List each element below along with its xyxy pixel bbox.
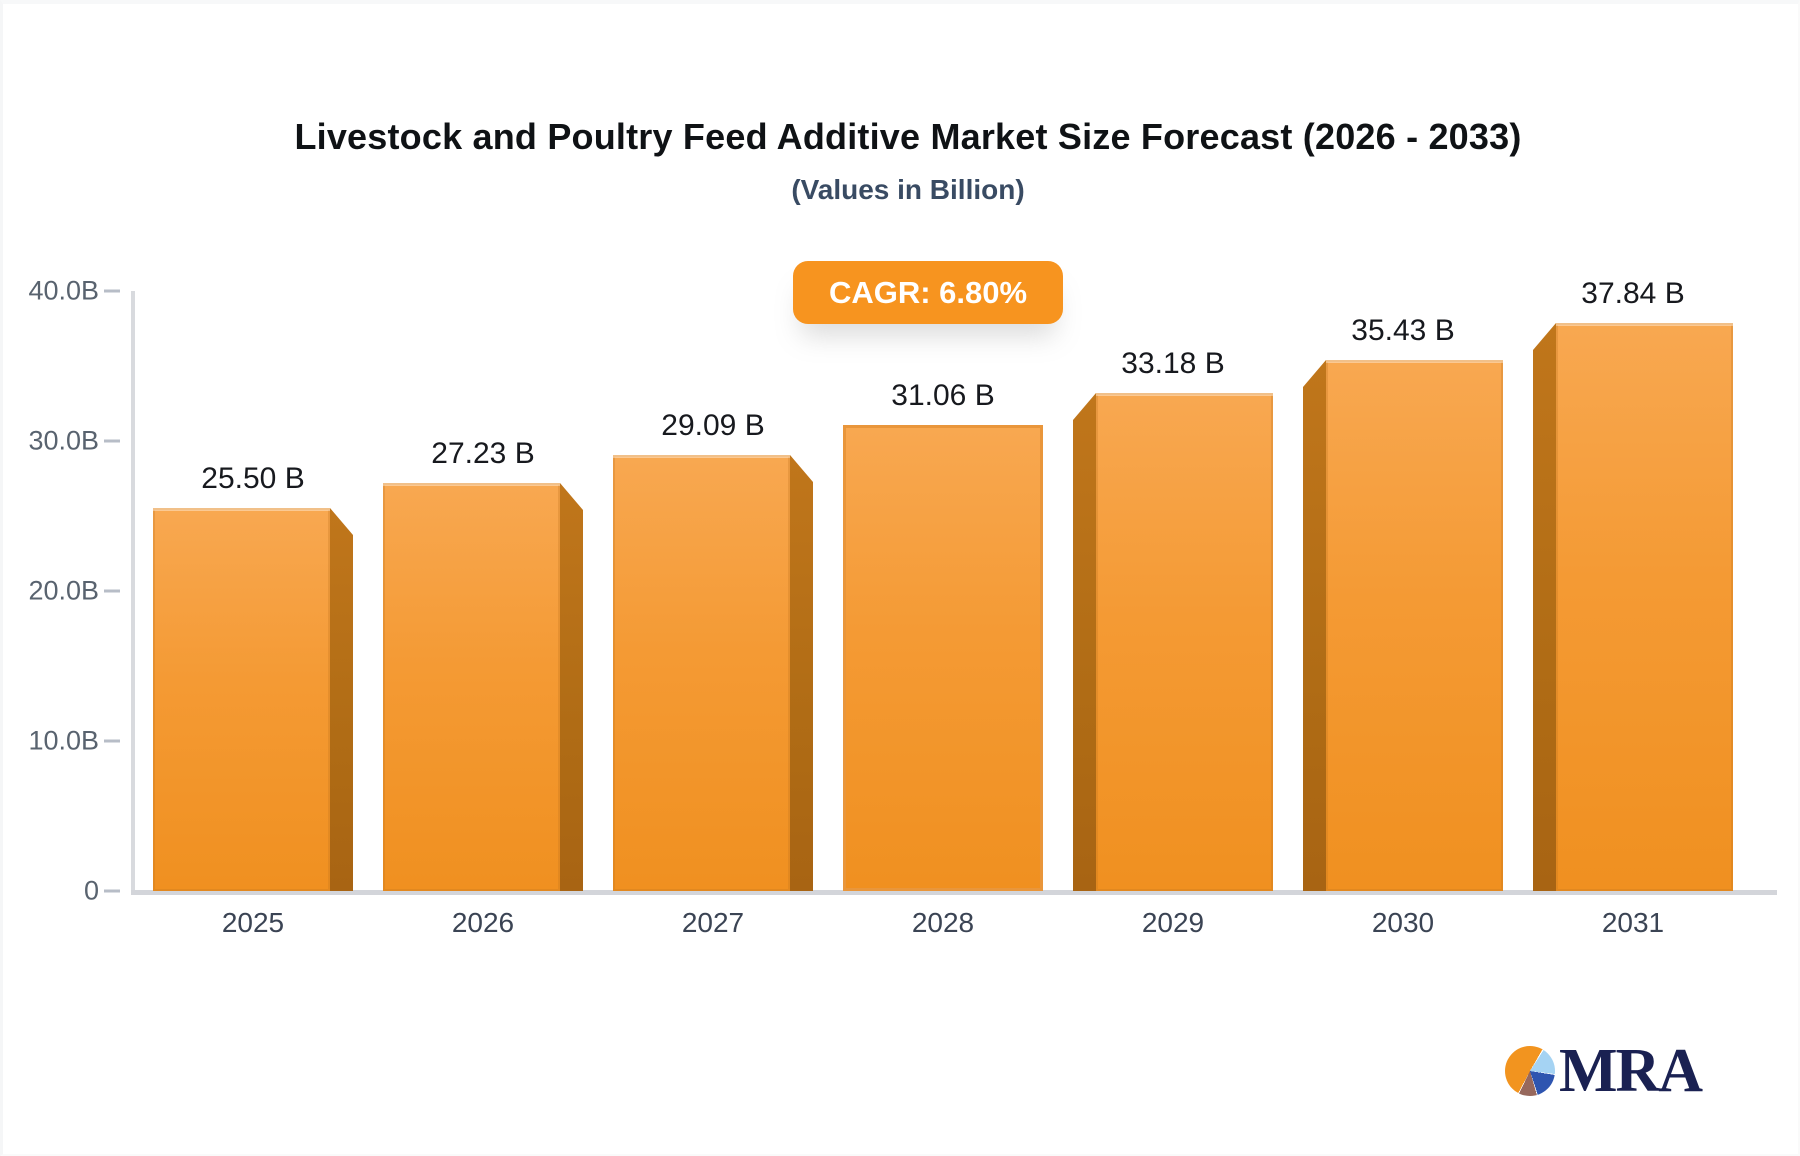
- bar-value-label: 29.09 B: [661, 409, 765, 442]
- y-tick-dash-icon: [104, 589, 120, 593]
- y-tick-label: 40.0B: [28, 275, 99, 306]
- mra-pie-icon: [1505, 1046, 1555, 1096]
- x-tick-label: 2026: [451, 907, 515, 938]
- y-tick-label: 30.0B: [28, 425, 99, 456]
- bar-value-label: 25.50 B: [201, 462, 305, 495]
- bar-side-shade: [560, 483, 583, 891]
- y-tick-label: 10.0B: [28, 725, 99, 756]
- bar-side-shade: [330, 508, 353, 891]
- chart-title: Livestock and Poultry Feed Additive Mark…: [294, 116, 1522, 157]
- bar-side-shade: [790, 455, 813, 891]
- bar-side-shade: [1533, 323, 1556, 891]
- bar-face: [843, 425, 1043, 891]
- x-tick-label: 2031: [1601, 907, 1665, 938]
- bar-side-shade: [1073, 393, 1096, 891]
- y-tick-dash-icon: [104, 289, 120, 293]
- y-tick-label: 20.0B: [28, 575, 99, 606]
- y-tick-dash-icon: [104, 439, 120, 443]
- bar: [843, 425, 1043, 891]
- x-tick-label: 2030: [1371, 907, 1435, 938]
- x-tick-label: 2028: [911, 907, 975, 938]
- bar-value-label: 33.18 B: [1121, 347, 1225, 380]
- mra-logo: MRA: [1505, 1037, 1703, 1105]
- bar-face: [613, 455, 790, 891]
- bar-value-label: 35.43 B: [1351, 314, 1455, 347]
- bar-face: [1326, 360, 1503, 891]
- y-axis-line: [131, 291, 135, 893]
- x-tick-label: 2025: [221, 907, 285, 938]
- bar-side-shade: [1303, 360, 1326, 891]
- y-tick-label: 0: [83, 875, 99, 906]
- bar-face: [383, 483, 560, 891]
- bar-value-label: 31.06 B: [891, 379, 995, 412]
- cagr-badge: CAGR: 6.80%: [793, 261, 1063, 324]
- chart-subtitle: (Values in Billion): [791, 174, 1025, 205]
- bar: [613, 455, 813, 891]
- bar-face: [153, 508, 330, 891]
- y-tick-dash-icon: [104, 739, 120, 743]
- bar-value-label: 27.23 B: [431, 437, 535, 470]
- bar: [383, 483, 583, 891]
- bar-face: [1556, 323, 1733, 891]
- x-tick-label: 2027: [681, 907, 745, 938]
- x-tick-label: 2029: [1141, 907, 1205, 938]
- x-axis-line: [131, 890, 1777, 895]
- mra-logo-text: MRA: [1559, 1037, 1703, 1105]
- y-tick-dash-icon: [104, 889, 120, 893]
- bar-value-label: 37.84 B: [1581, 277, 1685, 310]
- bar: [1303, 360, 1503, 891]
- bar-face: [1096, 393, 1273, 891]
- bar: [153, 508, 353, 891]
- bar: [1533, 323, 1733, 891]
- bar: [1073, 393, 1273, 891]
